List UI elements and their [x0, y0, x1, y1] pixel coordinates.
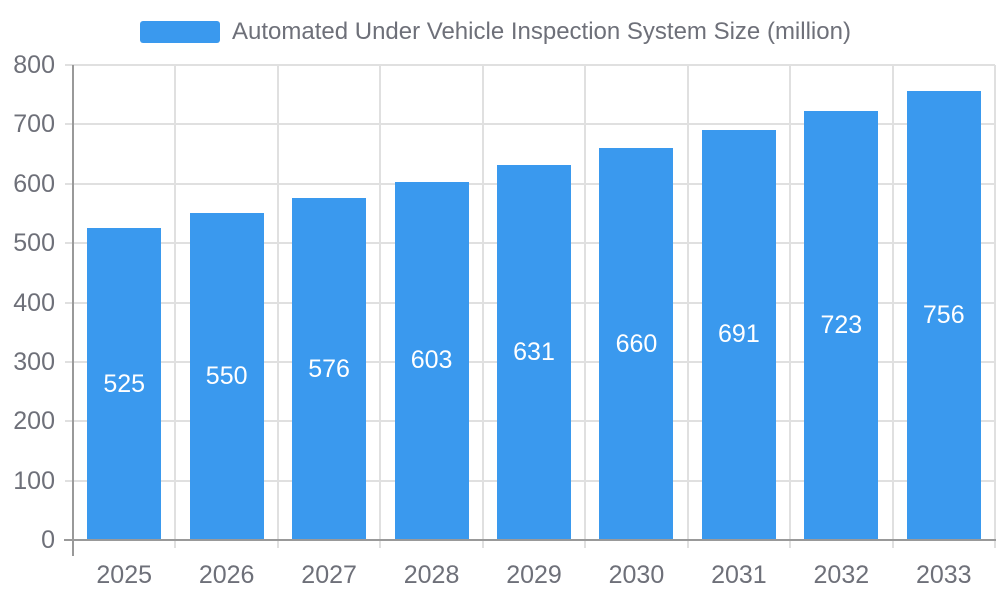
y-axis-tick-label: 600 — [13, 169, 55, 198]
bar-2033[interactable]: 756 — [906, 91, 981, 540]
bar-2026[interactable]: 550 — [189, 213, 264, 540]
bar-value-label: 603 — [410, 346, 453, 375]
y-axis-tick-label: 800 — [13, 51, 55, 79]
y-axis-tick-label: 200 — [13, 407, 55, 436]
y-axis-tick-label: 500 — [13, 229, 55, 258]
x-gridline — [891, 65, 894, 548]
legend-swatch — [140, 21, 220, 43]
bar-2029[interactable]: 631 — [497, 165, 571, 540]
bar-value-label: 691 — [718, 320, 760, 349]
x-gridline — [276, 65, 279, 548]
x-gridline — [481, 65, 484, 548]
y-gridline — [65, 64, 995, 66]
y-axis-tick-label: 0 — [41, 526, 55, 554]
x-axis-tick-label: 2026 — [198, 561, 255, 589]
x-axis-tick-label: 2029 — [506, 561, 562, 589]
x-axis-tick-label: 2033 — [915, 561, 972, 589]
bar-value-label: 723 — [820, 310, 863, 339]
y-axis-tick-label: 700 — [13, 110, 55, 139]
x-gridline — [379, 65, 382, 548]
x-axis-line — [64, 539, 996, 541]
x-gridline — [994, 65, 996, 548]
bar-value-label: 756 — [922, 301, 965, 330]
bar-value-label: 525 — [103, 369, 146, 398]
y-axis-tick-label: 300 — [13, 347, 55, 376]
x-axis-tick-label: 2028 — [403, 561, 460, 589]
y-axis-line — [72, 65, 74, 556]
x-gridline — [584, 65, 587, 548]
bar-2027[interactable]: 576 — [292, 198, 367, 540]
x-gridline — [789, 65, 792, 548]
x-gridline — [686, 65, 689, 548]
x-axis-tick-label: 2030 — [608, 561, 665, 589]
bar-value-label: 576 — [308, 354, 350, 383]
y-axis-tick-label: 100 — [13, 466, 55, 495]
bar-2025[interactable]: 525 — [87, 228, 162, 540]
x-axis-tick-label: 2025 — [96, 561, 153, 589]
bar-2028[interactable]: 603 — [394, 181, 469, 540]
x-axis-tick-label: 2031 — [711, 561, 767, 589]
bar-value-label: 550 — [205, 362, 248, 391]
bar-2032[interactable]: 723 — [804, 110, 879, 540]
legend-item[interactable]: Automated Under Vehicle Inspection Syste… — [140, 18, 851, 46]
y-gridline — [65, 123, 995, 126]
x-axis-tick-label: 2032 — [813, 561, 870, 589]
bar-2031[interactable]: 691 — [701, 129, 776, 540]
legend-label: Automated Under Vehicle Inspection Syste… — [232, 18, 851, 45]
bar-value-label: 631 — [513, 338, 555, 367]
x-gridline — [174, 65, 177, 548]
bar-value-label: 660 — [615, 329, 658, 358]
y-axis-tick-label: 400 — [13, 288, 55, 317]
bar-2030[interactable]: 660 — [599, 148, 674, 540]
x-axis-tick-label: 2027 — [301, 561, 357, 589]
